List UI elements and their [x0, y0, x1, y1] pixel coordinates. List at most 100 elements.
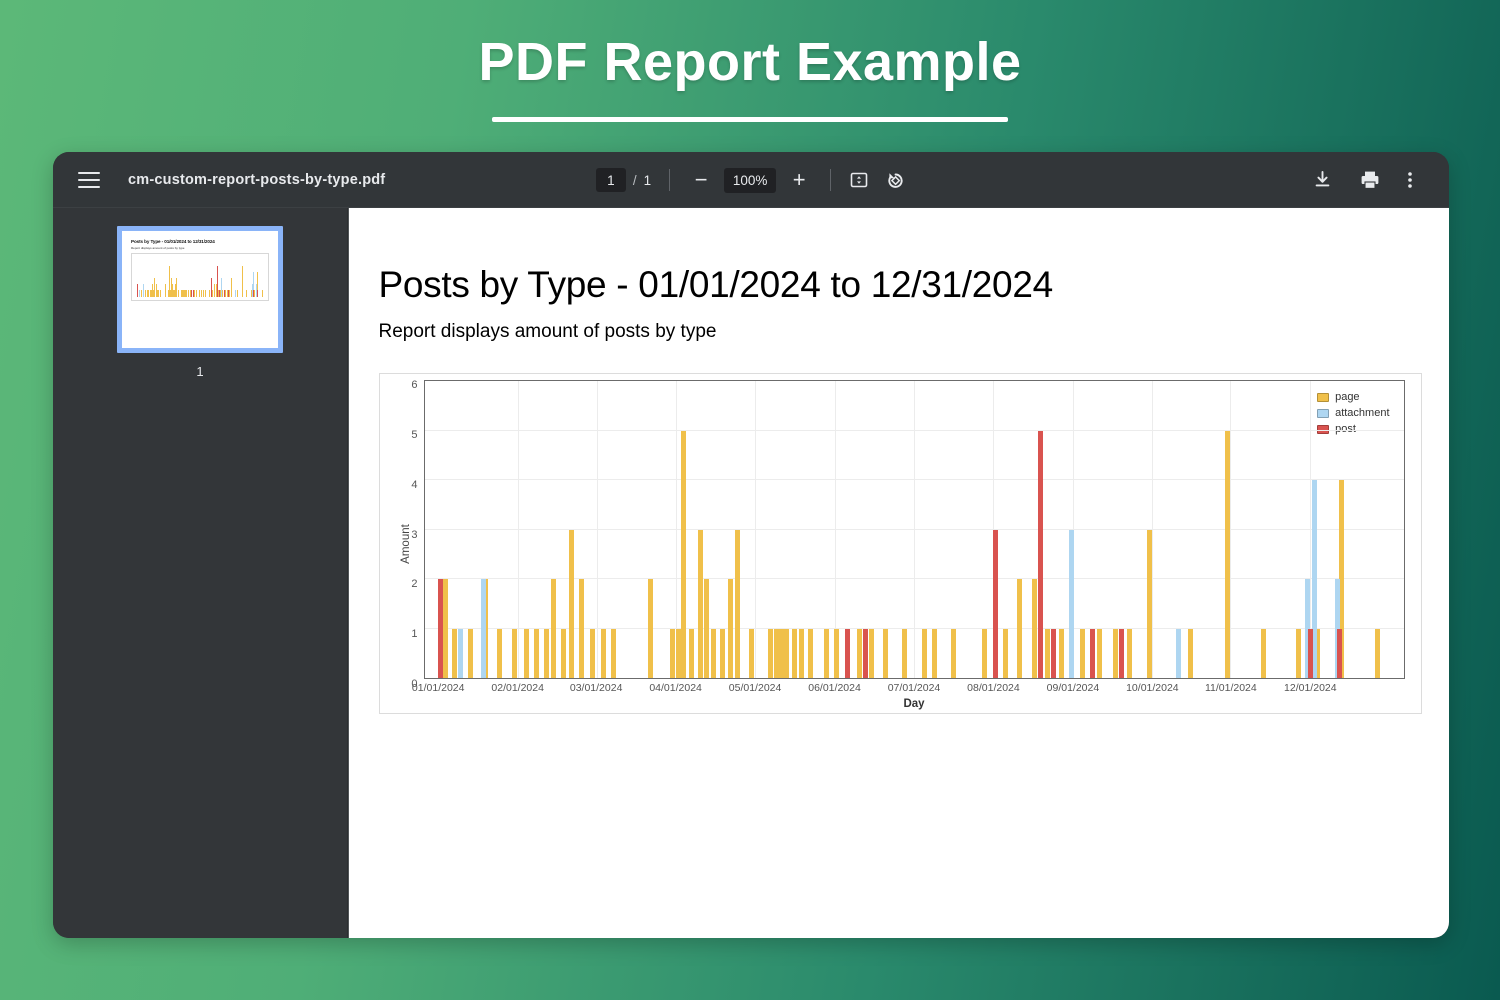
thumbnail-chart-bar [209, 290, 211, 297]
chart-bar [550, 579, 556, 678]
thumbnail-chart-bar [168, 290, 170, 297]
chart-bar [773, 628, 779, 678]
chart-bar [496, 628, 502, 678]
thumbnail-chart-bar [222, 290, 224, 297]
chart-bar [600, 628, 606, 678]
zoom-in-button[interactable]: + [792, 167, 806, 192]
thumbnail-chart-bar [169, 265, 171, 297]
thumbnail-chart-bar [251, 290, 253, 297]
thumbnail-chart-bar [217, 290, 219, 297]
thumbnail-chart-bar [140, 290, 142, 297]
thumbnail-chart-bar [182, 290, 184, 297]
chart-bar [791, 628, 797, 678]
chart-legend-swatch [1317, 409, 1330, 419]
thumbnail-chart-bar [189, 290, 191, 297]
chart-bar [1038, 430, 1044, 678]
chart-gridline-v [914, 381, 915, 678]
chart-bar [1176, 628, 1182, 678]
chart-bar [569, 529, 575, 678]
thumbnail-chart-bar [176, 278, 178, 297]
chart-bar [1295, 628, 1301, 678]
chart-x-axis-label: Day [903, 698, 925, 710]
chart-bar [481, 579, 487, 678]
chart-legend-item: attachment [1317, 406, 1390, 422]
thumbnail-sidebar[interactable]: Posts by Type - 01/01/2024 to 12/31/2024… [53, 208, 348, 938]
thumbnail-chart-bar [158, 290, 160, 297]
thumbnail-chart-bar [186, 290, 188, 297]
thumbnail-page-label: 1 [196, 364, 204, 379]
thumbnail-chart-bar [136, 284, 138, 297]
print-icon[interactable] [1359, 169, 1381, 191]
thumbnail-chart-bar [139, 290, 141, 297]
thumbnail-chart-bar [252, 290, 254, 297]
thumbnail-chart-bar [178, 290, 180, 297]
chart-bar [1058, 628, 1064, 678]
more-options-icon[interactable] [1407, 169, 1413, 191]
toolbar-divider-2 [830, 169, 832, 191]
chart-bar [1315, 628, 1321, 678]
thumbnail-chart-bar [227, 290, 229, 297]
thumbnail-chart-bar [193, 290, 195, 297]
thumbnail-chart-bar [228, 290, 230, 297]
page-number-input[interactable]: 1 [595, 168, 626, 192]
pdf-viewer-window: cm-custom-report-posts-by-type.pdf 1 / 1… [53, 152, 1449, 938]
thumbnail-chart-bar [146, 290, 148, 297]
chart-bar [727, 579, 733, 678]
chart-gridline-v [1230, 381, 1232, 678]
thumbnail-title: Posts by Type - 01/01/2024 to 12/31/2024 [131, 239, 215, 244]
thumbnail-chart-bar [154, 278, 156, 297]
thumbnail-chart-bar [174, 290, 176, 297]
thumbnail-chart-bar [219, 290, 221, 297]
hamburger-menu-icon[interactable] [78, 171, 100, 188]
chart-x-tick: 01/01/2024 [411, 682, 465, 694]
zoom-out-button[interactable]: − [694, 167, 708, 192]
thumbnail-chart-bar [231, 278, 233, 297]
thumbnail-chart-bar [184, 290, 186, 297]
thumbnail-chart-bar [202, 290, 204, 297]
thumbnail-chart-bar [182, 290, 184, 297]
chart-bar [1003, 628, 1009, 678]
chart-bar [882, 628, 888, 678]
chart-legend-label: attachment [1335, 406, 1390, 419]
chart-bar [1260, 628, 1266, 678]
thumbnail-chart-bar [171, 278, 173, 297]
thumbnail-chart-bar [150, 290, 152, 297]
chart-bar [680, 430, 686, 678]
zoom-level-input[interactable]: 100% [724, 167, 777, 193]
document-area[interactable]: Posts by Type - 01/01/2024 to 12/31/2024… [348, 208, 1449, 938]
thumbnail-item-1[interactable]: Posts by Type - 01/01/2024 to 12/31/2024… [53, 226, 347, 379]
toolbar-center-controls: 1 / 1 − 100% + [53, 152, 1449, 208]
thumbnail-page-1[interactable]: Posts by Type - 01/01/2024 to 12/31/2024… [117, 226, 283, 353]
chart-gridline-v [755, 381, 757, 678]
thumbnail-chart-bar [172, 284, 174, 297]
chart-bar [579, 579, 585, 678]
chart-legend-label: page [1335, 391, 1360, 403]
thumbnail-chart-bar [218, 290, 220, 297]
chart-bar [1312, 480, 1318, 678]
thumbnail-chart-bar [183, 290, 185, 297]
download-icon[interactable] [1312, 169, 1333, 190]
rotate-icon[interactable] [885, 170, 906, 191]
thumbnail-chart-bar [173, 290, 175, 297]
chart-x-axis-ticks: 01/01/2024 02/01/2024 03/01/2024 04/01/2024… [412, 682, 1405, 698]
chart-bar [443, 579, 449, 678]
chart-x-tick: 10/01/2024 [1126, 682, 1179, 694]
thumbnail-chart-bar [192, 290, 194, 297]
chart-legend-item: page [1317, 390, 1389, 406]
thumbnail-preview: Posts by Type - 01/01/2024 to 12/31/2024… [122, 231, 278, 348]
chart-legend-swatch [1317, 393, 1330, 403]
chart-bar [808, 628, 814, 678]
chart-bar [1045, 628, 1051, 678]
chart-bar [1016, 579, 1022, 678]
thumbnail-chart-bar [212, 290, 214, 297]
chart-x-tick: 08/01/2024 [967, 682, 1020, 694]
fit-to-page-icon[interactable] [849, 170, 869, 190]
chart-bar [720, 628, 726, 678]
chart-legend: page attachment post [1312, 387, 1397, 442]
chart-bar [1146, 529, 1152, 678]
chart-bar [647, 579, 653, 678]
thumbnail-chart-bar [155, 284, 157, 297]
chart-x-tick: 04/01/2024 [649, 682, 702, 694]
chart-bar [778, 628, 784, 678]
